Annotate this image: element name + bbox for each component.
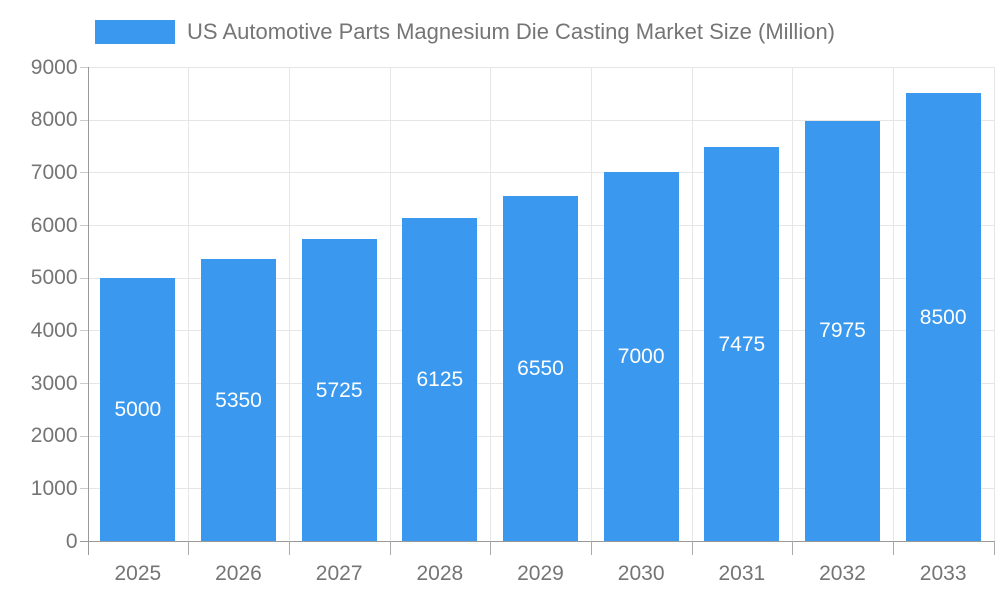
y-axis-tick-label: 0 — [65, 529, 78, 553]
x-axis-tick — [288, 541, 290, 555]
x-gridline — [389, 67, 391, 541]
x-axis-tick — [389, 541, 391, 555]
bar-2026[interactable]: 5350 — [201, 259, 276, 541]
x-axis-tick — [691, 541, 693, 555]
y-gridline — [87, 172, 994, 174]
x-axis-label-2025: 2025 — [114, 562, 162, 585]
bar-2030[interactable]: 7000 — [603, 172, 679, 541]
y-axis-tick — [79, 383, 88, 384]
bar-2031[interactable]: 7475 — [704, 147, 780, 541]
x-axis-tick — [892, 541, 894, 555]
x-axis-tick — [993, 541, 995, 555]
x-axis-tick — [590, 541, 592, 555]
legend-swatch — [95, 20, 175, 44]
bar-2032[interactable]: 7975 — [805, 120, 880, 541]
y-axis-tick — [79, 541, 88, 542]
x-gridline — [792, 67, 794, 541]
y-axis-line — [87, 67, 89, 541]
bar-value-label: 5725 — [315, 378, 363, 402]
x-axis-baseline — [87, 541, 994, 542]
y-axis-tick-label: 8000 — [30, 108, 78, 132]
chart-legend[interactable]: US Automotive Parts Magnesium Die Castin… — [95, 19, 835, 45]
y-axis-tick — [79, 172, 88, 174]
bar-2029[interactable]: 6550 — [503, 196, 578, 541]
y-axis-tick — [79, 435, 88, 437]
y-axis-tick-label: 3000 — [30, 371, 78, 395]
x-axis-label-2031: 2031 — [718, 562, 766, 585]
bar-value-label: 8500 — [919, 305, 967, 329]
bar-2027[interactable]: 5725 — [301, 239, 377, 541]
y-axis-tick — [79, 225, 88, 226]
y-axis-tick — [79, 277, 88, 279]
x-axis-label-2027: 2027 — [315, 562, 363, 585]
x-axis-label-2030: 2030 — [617, 562, 665, 585]
x-axis-tick — [792, 541, 794, 555]
bar-value-label: 6125 — [416, 368, 464, 392]
x-axis-label-2032: 2032 — [819, 562, 866, 585]
bar-value-label: 7000 — [617, 345, 665, 369]
y-axis-tick-label: 9000 — [30, 55, 78, 79]
y-axis-tick-label: 4000 — [30, 318, 78, 342]
bar-value-label: 5000 — [114, 397, 162, 421]
y-axis-tick-label: 6000 — [30, 213, 78, 237]
y-axis-tick-label: 2000 — [30, 424, 78, 448]
y-axis-tick — [79, 488, 88, 490]
bar-2025[interactable]: 5000 — [100, 277, 176, 541]
x-gridline — [188, 67, 190, 541]
x-gridline — [590, 67, 592, 541]
x-axis-label-2033: 2033 — [919, 562, 967, 585]
bar-2033[interactable]: 8500 — [905, 93, 981, 541]
x-axis-label-2026: 2026 — [215, 562, 262, 585]
x-gridline — [892, 67, 894, 541]
x-axis-tick — [87, 541, 89, 555]
bar-2028[interactable]: 6125 — [402, 218, 478, 541]
y-axis-tick — [79, 330, 88, 332]
x-axis-label-2029: 2029 — [517, 562, 564, 585]
x-axis-tick — [188, 541, 190, 555]
y-axis-tick — [79, 119, 88, 121]
bar-value-label: 7475 — [718, 332, 766, 356]
y-axis-tick-label: 1000 — [30, 476, 78, 500]
y-axis-tick-label: 5000 — [30, 266, 78, 290]
x-gridline — [490, 67, 492, 541]
y-axis-tick — [79, 67, 88, 68]
x-gridline — [993, 67, 995, 541]
y-gridline — [87, 119, 994, 121]
x-axis-tick — [490, 541, 492, 555]
bar-value-label: 5350 — [215, 388, 262, 412]
y-axis-tick-label: 7000 — [30, 160, 78, 184]
x-axis-label-2028: 2028 — [416, 562, 464, 585]
y-gridline — [87, 67, 994, 68]
x-gridline — [288, 67, 290, 541]
bar-value-label: 7975 — [819, 319, 866, 343]
legend-label: US Automotive Parts Magnesium Die Castin… — [187, 19, 836, 44]
bar-value-label: 6550 — [517, 357, 564, 380]
x-gridline — [691, 67, 693, 541]
